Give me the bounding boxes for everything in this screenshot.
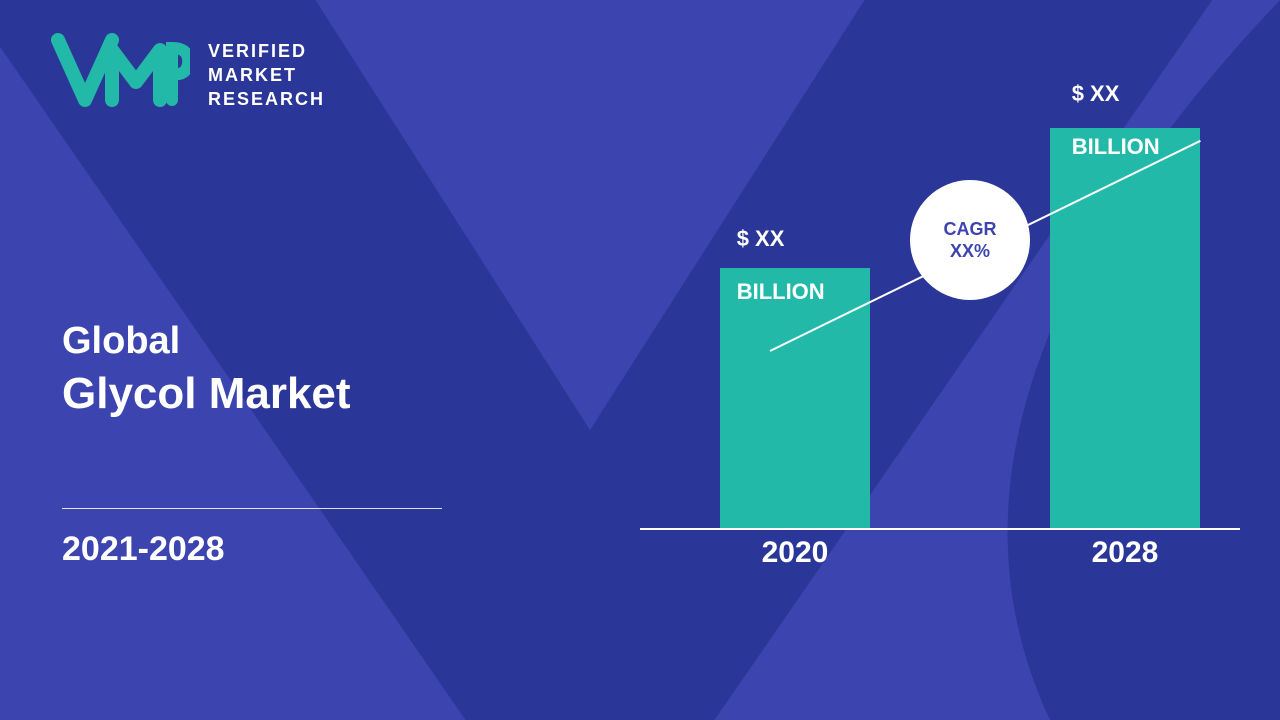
period-text: 2021-2028 [62,530,225,569]
logo-text-line1: VERIFIED [208,39,325,63]
bar-2028-year: 2028 [1050,536,1200,570]
bar-chart: $ XX BILLION 2020 $ XX BILLION 2028 CAGR… [640,50,1240,570]
bar-2020-value-line2: BILLION [737,279,825,304]
bar-2028-value: $ XX BILLION [1035,55,1160,187]
infographic-canvas: VERIFIED MARKET RESEARCH Global Glycol M… [0,0,1280,720]
x-axis [640,528,1240,530]
title-divider [62,508,442,509]
bar-2028-value-line1: $ XX [1072,81,1120,106]
logo-text-line3: RESEARCH [208,87,325,111]
logo-text-line2: MARKET [208,63,325,87]
cagr-label: CAGR [944,218,997,241]
title-block: Global Glycol Market [62,320,351,419]
vmr-logo-text: VERIFIED MARKET RESEARCH [208,39,325,112]
bar-2020-value: $ XX BILLION [700,200,825,332]
bar-2020-year: 2020 [720,536,870,570]
vmr-logo-mark [50,30,190,120]
title-line2: Glycol Market [62,369,351,419]
cagr-value: XX% [950,240,990,263]
title-line1: Global [62,320,351,363]
bar-2028 [1050,128,1200,528]
bar-2028-value-line2: BILLION [1072,134,1160,159]
vmr-logo: VERIFIED MARKET RESEARCH [50,30,325,120]
bar-2020-value-line1: $ XX [737,226,785,251]
cagr-badge: CAGR XX% [910,180,1030,300]
